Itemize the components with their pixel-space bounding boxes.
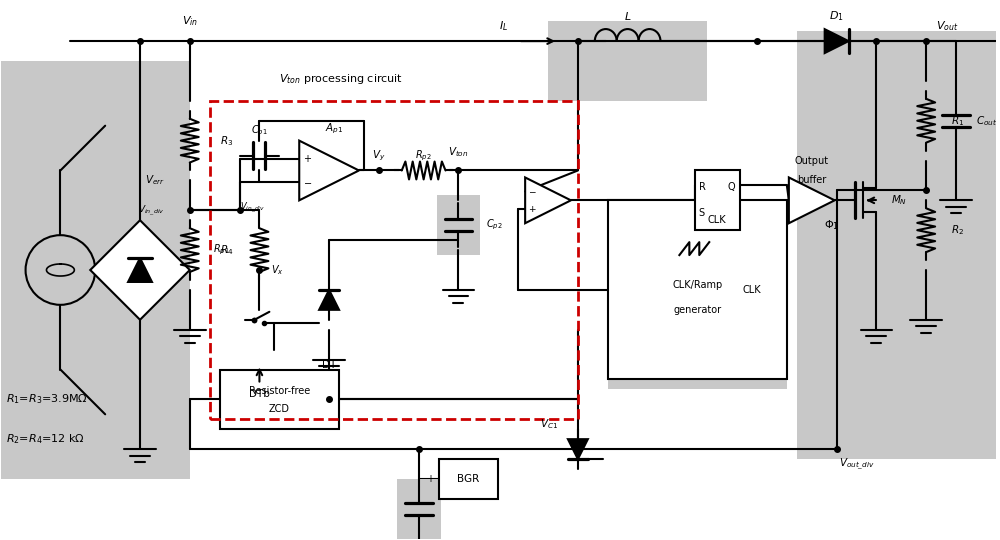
Bar: [797, 31, 996, 459]
Bar: [1, 61, 190, 479]
Text: $M_N$: $M_N$: [891, 193, 908, 207]
Text: $V_{y}$: $V_{y}$: [372, 148, 386, 163]
Text: +: +: [426, 474, 434, 484]
Text: $C_{p1}$: $C_{p1}$: [251, 124, 268, 138]
Text: $I_L$: $I_L$: [499, 19, 508, 33]
Text: $C_{out}$: $C_{out}$: [976, 114, 997, 127]
Text: ZCD: ZCD: [269, 404, 290, 414]
Text: $V_{in}$: $V_{in}$: [182, 15, 198, 28]
Text: CLK/Ramp: CLK/Ramp: [672, 280, 722, 290]
Polygon shape: [128, 258, 152, 282]
Text: Output: Output: [795, 156, 829, 166]
Bar: [608, 210, 787, 389]
Polygon shape: [319, 290, 339, 310]
Text: generator: generator: [673, 305, 721, 315]
Text: $R_{p2}$: $R_{p2}$: [415, 148, 432, 163]
Polygon shape: [789, 178, 835, 223]
Text: $\Phi_1$: $\Phi_1$: [824, 218, 839, 232]
Bar: [608, 200, 787, 380]
Text: Resistor-free: Resistor-free: [249, 387, 310, 396]
Bar: [437, 195, 480, 255]
Polygon shape: [568, 439, 588, 459]
Bar: [397, 479, 441, 539]
Text: CLK: CLK: [707, 215, 726, 225]
Text: $V_{out\_div}$: $V_{out\_div}$: [839, 456, 874, 471]
Text: $V_{in\_div}$: $V_{in\_div}$: [240, 200, 264, 215]
Polygon shape: [299, 140, 359, 200]
Text: $D_1$: $D_1$: [829, 9, 844, 23]
Text: $R_4$: $R_4$: [220, 243, 233, 257]
Text: $V_{C1}$: $V_{C1}$: [540, 417, 558, 431]
Polygon shape: [90, 220, 190, 320]
Text: $R_1$: $R_1$: [951, 114, 964, 127]
Text: CLK: CLK: [742, 285, 761, 295]
Text: $V_{ton}$: $V_{ton}$: [448, 146, 469, 159]
Text: $V_{ton}$ processing circuit: $V_{ton}$ processing circuit: [279, 72, 403, 86]
Text: $-$: $-$: [303, 177, 312, 187]
Text: DT: DT: [322, 360, 336, 369]
Text: $L$: $L$: [624, 10, 631, 22]
Text: R: R: [699, 182, 706, 192]
Text: +: +: [528, 205, 536, 214]
Bar: [220, 369, 339, 429]
Text: Q: Q: [728, 182, 736, 192]
Text: $C_{p2}$: $C_{p2}$: [486, 218, 503, 232]
Text: $-$: $-$: [528, 186, 536, 195]
Text: $A_{p1}$: $A_{p1}$: [325, 122, 343, 136]
Text: buffer: buffer: [797, 176, 826, 185]
Text: DTb: DTb: [249, 389, 270, 400]
Bar: [548, 21, 707, 101]
Text: +: +: [303, 154, 311, 164]
Text: $V_{x}$: $V_{x}$: [271, 263, 284, 277]
Text: $V_{in\_div}$: $V_{in\_div}$: [138, 203, 165, 218]
Text: BGR: BGR: [457, 474, 480, 484]
Bar: [695, 171, 740, 230]
Text: $R_1$=$R_3$=3.9M$\Omega$: $R_1$=$R_3$=3.9M$\Omega$: [6, 393, 88, 406]
Text: $R_2$=$R_4$=12 k$\Omega$: $R_2$=$R_4$=12 k$\Omega$: [6, 433, 84, 446]
Text: S: S: [699, 208, 705, 219]
Text: $V_{err}$: $V_{err}$: [145, 173, 165, 187]
Text: $V_{out}$: $V_{out}$: [936, 19, 959, 33]
Bar: [439, 459, 498, 499]
Bar: [210, 101, 578, 419]
Text: $R_3$: $R_3$: [220, 134, 233, 147]
Polygon shape: [825, 29, 849, 53]
Polygon shape: [525, 178, 571, 223]
Text: $R_2$: $R_2$: [951, 224, 964, 237]
Text: $R_{p1}$: $R_{p1}$: [213, 243, 230, 257]
